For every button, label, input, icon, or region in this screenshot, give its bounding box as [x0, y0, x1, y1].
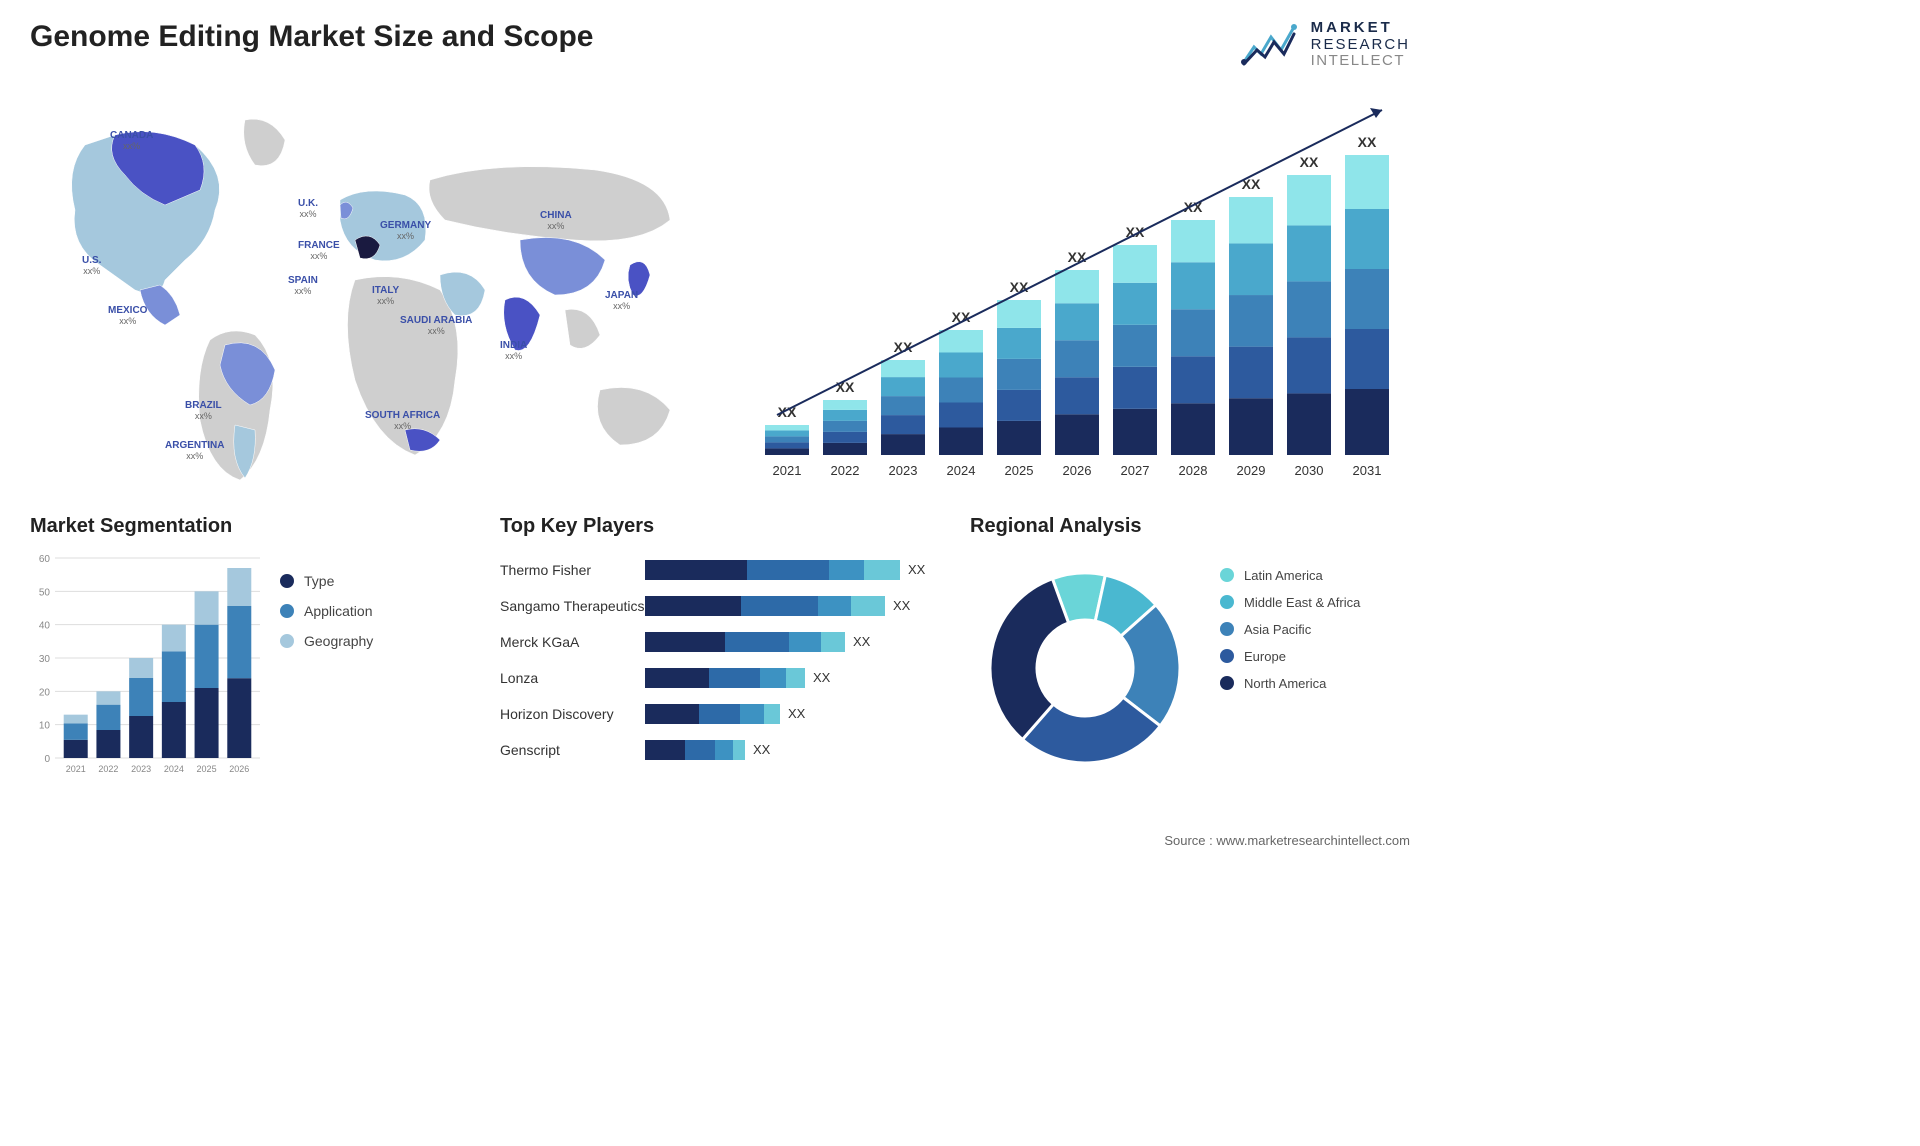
svg-text:2026: 2026: [229, 764, 249, 774]
map-label-canada: CANADAxx%: [110, 130, 153, 152]
map-label-japan: JAPANxx%: [605, 290, 638, 312]
svg-text:2022: 2022: [98, 764, 118, 774]
player-row: Merck KGaAXX: [500, 625, 940, 659]
svg-text:2029: 2029: [1237, 463, 1266, 478]
player-row: LonzaXX: [500, 661, 940, 695]
svg-text:10: 10: [39, 720, 51, 731]
regional-legend-item: North America: [1220, 676, 1410, 691]
svg-text:2027: 2027: [1121, 463, 1150, 478]
svg-text:2026: 2026: [1063, 463, 1092, 478]
svg-text:50: 50: [39, 587, 51, 598]
map-label-uk: U.K.xx%: [298, 198, 318, 220]
seg-legend-item: Application: [280, 603, 470, 619]
source-text: Source : www.marketresearchintellect.com: [1164, 833, 1410, 848]
regional-section: Regional Analysis Latin America Middle Ea…: [970, 515, 1410, 805]
map-label-france: FRANCExx%: [298, 240, 340, 262]
map-label-saudiarabia: SAUDI ARABIAxx%: [400, 315, 472, 337]
map-label-spain: SPAINxx%: [288, 275, 318, 297]
regional-legend-item: Middle East & Africa: [1220, 595, 1410, 610]
logo-text-2: RESEARCH: [1311, 37, 1410, 54]
brand-logo: MARKET RESEARCH INTELLECT: [1239, 20, 1410, 70]
svg-text:2023: 2023: [889, 463, 918, 478]
logo-text-3: INTELLECT: [1311, 53, 1410, 70]
player-row: Sangamo TherapeuticsXX: [500, 589, 940, 623]
svg-text:2025: 2025: [1005, 463, 1034, 478]
players-section: Top Key Players Thermo FisherXXSangamo T…: [500, 515, 940, 805]
svg-text:2028: 2028: [1179, 463, 1208, 478]
map-label-mexico: MEXICOxx%: [108, 305, 147, 327]
svg-text:2024: 2024: [164, 764, 184, 774]
map-label-italy: ITALYxx%: [372, 285, 399, 307]
map-label-india: INDIAxx%: [500, 340, 527, 362]
svg-text:2030: 2030: [1295, 463, 1324, 478]
map-label-southafrica: SOUTH AFRICAxx%: [365, 410, 440, 432]
svg-text:2021: 2021: [66, 764, 86, 774]
players-title: Top Key Players: [500, 515, 940, 538]
svg-text:2024: 2024: [947, 463, 976, 478]
svg-text:30: 30: [39, 654, 51, 665]
svg-text:60: 60: [39, 554, 51, 565]
svg-text:2023: 2023: [131, 764, 151, 774]
segmentation-title: Market Segmentation: [30, 515, 470, 538]
regional-legend-item: Latin America: [1220, 568, 1410, 583]
map-label-argentina: ARGENTINAxx%: [165, 440, 224, 462]
regional-legend-item: Asia Pacific: [1220, 622, 1410, 637]
svg-text:20: 20: [39, 687, 51, 698]
svg-text:2021: 2021: [773, 463, 802, 478]
segmentation-section: Market Segmentation 0 10 20 30 40 50 60 2021 202…: [30, 515, 470, 805]
svg-text:XX: XX: [1358, 134, 1377, 150]
growth-bar-chart: 2021XX2022XX2023XX2024XX2025XX2026XX2027…: [750, 90, 1410, 490]
map-label-germany: GERMANYxx%: [380, 220, 431, 242]
logo-text-1: MARKET: [1311, 20, 1410, 37]
player-row: Horizon DiscoveryXX: [500, 697, 940, 731]
svg-text:2022: 2022: [831, 463, 860, 478]
svg-text:0: 0: [44, 754, 50, 765]
seg-legend-item: Geography: [280, 633, 470, 649]
map-label-brazil: BRAZILxx%: [185, 400, 222, 422]
svg-text:2031: 2031: [1353, 463, 1382, 478]
player-row: GenscriptXX: [500, 733, 940, 767]
page-title: Genome Editing Market Size and Scope: [30, 20, 593, 54]
svg-text:XX: XX: [1300, 154, 1319, 170]
svg-text:40: 40: [39, 620, 51, 631]
regional-title: Regional Analysis: [970, 515, 1410, 538]
regional-legend-item: Europe: [1220, 649, 1410, 664]
world-map: CANADAxx% U.S.xx% MEXICOxx% BRAZILxx% ARGENT…: [30, 90, 710, 490]
seg-legend-item: Type: [280, 573, 470, 589]
logo-icon: [1239, 22, 1299, 67]
svg-text:2025: 2025: [197, 764, 217, 774]
player-row: Thermo FisherXX: [500, 553, 940, 587]
map-label-china: CHINAxx%: [540, 210, 572, 232]
map-label-us: U.S.xx%: [82, 255, 101, 277]
